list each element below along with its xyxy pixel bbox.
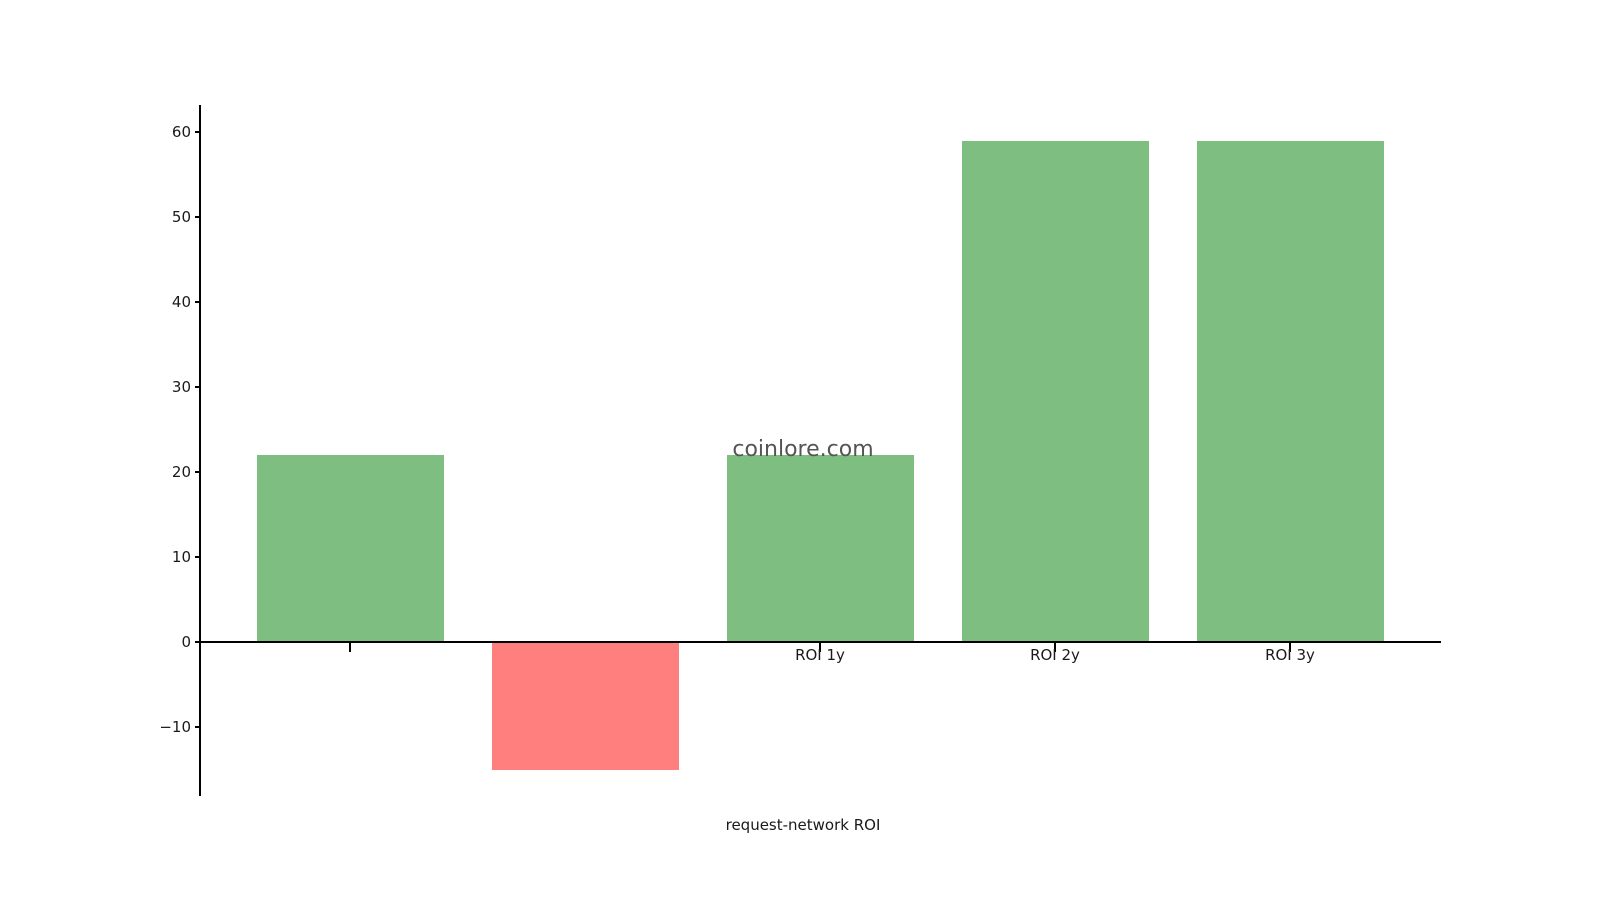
y-tick-mark xyxy=(195,386,200,388)
y-tick-label: 40 xyxy=(171,293,191,311)
bar-1 xyxy=(256,455,444,642)
y-tick-label: 50 xyxy=(171,208,191,226)
x-tick-label-roi-3y: ROI 3y xyxy=(1265,646,1315,664)
y-tick-label: 0 xyxy=(181,633,191,651)
y-tick-label: 10 xyxy=(171,548,191,566)
y-tick-label: −10 xyxy=(159,718,191,736)
bar-roi-2y xyxy=(961,140,1149,642)
x-axis-line xyxy=(199,641,1441,643)
y-tick-mark xyxy=(195,641,200,643)
y-tick-label: 60 xyxy=(171,123,191,141)
watermark-text: coinlore.com xyxy=(732,437,874,462)
x-tick-mark xyxy=(1289,642,1291,652)
y-tick-mark xyxy=(195,726,200,728)
y-tick-mark xyxy=(195,216,200,218)
y-tick-label: 20 xyxy=(171,463,191,481)
x-tick-mark xyxy=(349,642,351,652)
y-tick-label: 30 xyxy=(171,378,191,396)
y-tick-mark xyxy=(195,301,200,303)
y-axis-spine xyxy=(199,105,201,796)
x-tick-mark xyxy=(819,642,821,652)
bar-roi-3y xyxy=(1196,140,1384,642)
y-tick-mark xyxy=(195,556,200,558)
bar-roi-1y xyxy=(726,455,914,642)
bar-2 xyxy=(491,642,679,770)
x-tick-label-roi-2y: ROI 2y xyxy=(1030,646,1080,664)
x-tick-mark xyxy=(1054,642,1056,652)
y-tick-mark xyxy=(195,131,200,133)
y-tick-mark xyxy=(195,471,200,473)
x-axis-title: request-network ROI xyxy=(725,816,881,834)
x-tick-label-roi-1y: ROI 1y xyxy=(795,646,845,664)
